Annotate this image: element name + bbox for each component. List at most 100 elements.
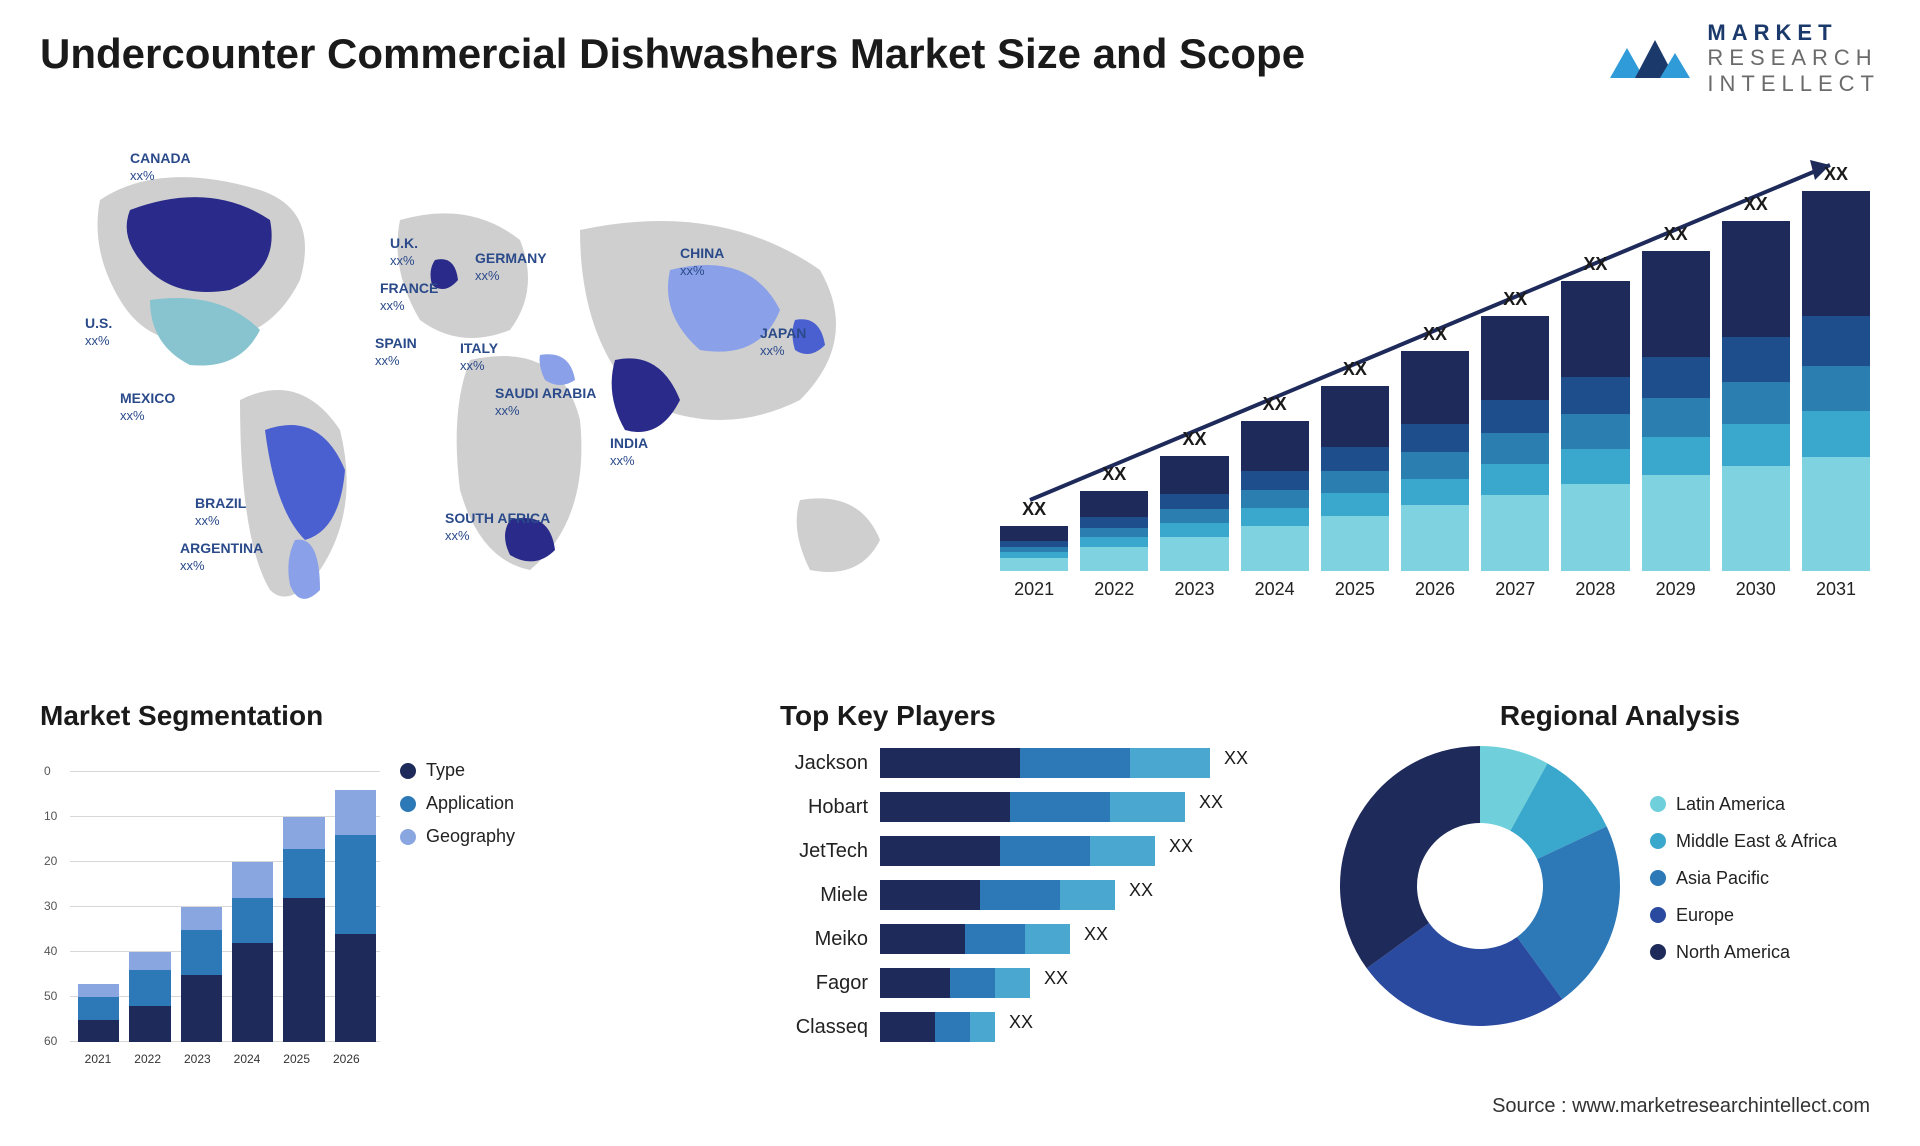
player-name: JetTech — [780, 840, 880, 863]
regional-header: Regional Analysis — [1340, 700, 1900, 732]
player-value: XX — [1009, 1012, 1033, 1042]
map-label: JAPANxx% — [760, 325, 806, 359]
main-chart-bar: XX 2031 — [1802, 164, 1870, 600]
player-value: XX — [1224, 748, 1248, 778]
main-bar-chart: XX2021XX2022XX2023XX2024XX2025XX2026XX20… — [980, 150, 1880, 640]
logo-text: MARKET RESEARCH INTELLECT — [1707, 20, 1880, 96]
map-label: BRAZILxx% — [195, 495, 246, 529]
player-row: JetTech XX — [780, 834, 1300, 868]
legend-item: Geography — [400, 826, 515, 847]
main-chart-bar: XX 2025 — [1321, 359, 1389, 600]
main-chart-year-label: 2026 — [1415, 579, 1455, 600]
legend-item: Type — [400, 760, 515, 781]
segmentation-bar — [129, 952, 170, 1042]
map-label: FRANCExx% — [380, 280, 438, 314]
regional-legend: Latin America Middle East & Africa Asia Pa… — [1650, 794, 1837, 979]
player-value: XX — [1169, 836, 1193, 866]
main-chart-year-label: 2028 — [1575, 579, 1615, 600]
legend-item: North America — [1650, 942, 1837, 963]
segmentation-bar — [232, 862, 273, 1042]
main-chart-year-label: 2031 — [1816, 579, 1856, 600]
main-chart-bar: XX 2029 — [1642, 224, 1710, 600]
map-label: SAUDI ARABIAxx% — [495, 385, 596, 419]
map-label: GERMANYxx% — [475, 250, 547, 284]
main-chart-year-label: 2021 — [1014, 579, 1054, 600]
segmentation-year-label: 2024 — [227, 1052, 267, 1066]
map-label: MEXICOxx% — [120, 390, 175, 424]
legend-item: Latin America — [1650, 794, 1837, 815]
main-chart-year-label: 2030 — [1736, 579, 1776, 600]
map-label: CHINAxx% — [680, 245, 724, 279]
legend-item: Application — [400, 793, 515, 814]
source-attribution: Source : www.marketresearchintellect.com — [1492, 1095, 1870, 1118]
player-value: XX — [1044, 968, 1068, 998]
key-players-header: Top Key Players — [780, 700, 1300, 732]
main-chart-year-label: 2027 — [1495, 579, 1535, 600]
segmentation-year-label: 2022 — [128, 1052, 168, 1066]
map-label: U.K.xx% — [390, 235, 418, 269]
segmentation-section: Market Segmentation 0102030405060 202120… — [40, 700, 580, 1066]
donut-slice — [1340, 746, 1480, 968]
player-name: Fagor — [780, 972, 880, 995]
map-label: CANADAxx% — [130, 150, 191, 184]
player-row: Fagor XX — [780, 966, 1300, 1000]
player-row: MeikoXX — [780, 922, 1300, 956]
bar-value-label: XX — [1583, 254, 1607, 275]
player-name: Jackson — [780, 752, 880, 775]
bar-value-label: XX — [1182, 429, 1206, 450]
player-row: Hobart XX — [780, 790, 1300, 824]
segmentation-bar — [335, 790, 376, 1042]
main-chart-year-label: 2029 — [1656, 579, 1696, 600]
bar-value-label: XX — [1102, 464, 1126, 485]
segmentation-year-label: 2025 — [277, 1052, 317, 1066]
main-chart-bar: XX2021 — [1000, 499, 1068, 600]
regional-section: Regional Analysis Latin America Middle Ea… — [1340, 700, 1900, 1026]
player-row: Classeq XX — [780, 1010, 1300, 1044]
main-chart-year-label: 2024 — [1255, 579, 1295, 600]
main-chart-bar: XX 2027 — [1481, 289, 1549, 600]
map-label: ARGENTINAxx% — [180, 540, 263, 574]
bar-value-label: XX — [1824, 164, 1848, 185]
legend-item: Europe — [1650, 905, 1837, 926]
map-label: SOUTH AFRICAxx% — [445, 510, 550, 544]
player-name: Hobart — [780, 796, 880, 819]
map-label: U.S.xx% — [85, 315, 112, 349]
bar-value-label: XX — [1744, 194, 1768, 215]
player-name: Classeq — [780, 1016, 880, 1039]
page-title: Undercounter Commercial Dishwashers Mark… — [40, 30, 1305, 78]
main-chart-year-label: 2025 — [1335, 579, 1375, 600]
bar-value-label: XX — [1263, 394, 1287, 415]
main-chart-bar: XX 2023 — [1160, 429, 1228, 600]
main-chart-bar: XX 2022 — [1080, 464, 1148, 600]
player-row: Miele XX — [780, 878, 1300, 912]
bar-value-label: XX — [1503, 289, 1527, 310]
map-label: SPAINxx% — [375, 335, 417, 369]
main-chart-bar: XX 2030 — [1722, 194, 1790, 600]
segmentation-year-label: 2026 — [326, 1052, 366, 1066]
segmentation-header: Market Segmentation — [40, 700, 580, 732]
legend-item: Asia Pacific — [1650, 868, 1837, 889]
segmentation-chart: 0102030405060 202120222023202420252026 — [40, 746, 380, 1066]
world-map: CANADAxx% U.S.xx% MEXICOxx% BRAZILxx% ARGENT… — [40, 140, 940, 660]
player-value: XX — [1084, 924, 1108, 954]
player-value: XX — [1199, 792, 1223, 822]
main-chart-bar: XX 2026 — [1401, 324, 1469, 600]
segmentation-bar — [181, 907, 222, 1042]
segmentation-year-label: 2023 — [177, 1052, 217, 1066]
main-chart-year-label: 2022 — [1094, 579, 1134, 600]
main-chart-bar: XX 2024 — [1241, 394, 1309, 600]
main-chart-year-label: 2023 — [1174, 579, 1214, 600]
segmentation-bar — [78, 984, 119, 1043]
player-value: XX — [1129, 880, 1153, 910]
bar-value-label: XX — [1423, 324, 1447, 345]
segmentation-year-label: 2021 — [78, 1052, 118, 1066]
key-players-section: Top Key Players JacksonXXHobartXXJetTech… — [780, 700, 1300, 1054]
bar-value-label: XX — [1343, 359, 1367, 380]
segmentation-legend: Type Application Geography — [400, 760, 515, 859]
player-name: Miele — [780, 884, 880, 907]
main-chart-bar: XX 2028 — [1561, 254, 1629, 600]
regional-donut-chart — [1340, 746, 1620, 1026]
segmentation-bar — [283, 817, 324, 1042]
legend-item: Middle East & Africa — [1650, 831, 1837, 852]
bar-value-label: XX — [1664, 224, 1688, 245]
